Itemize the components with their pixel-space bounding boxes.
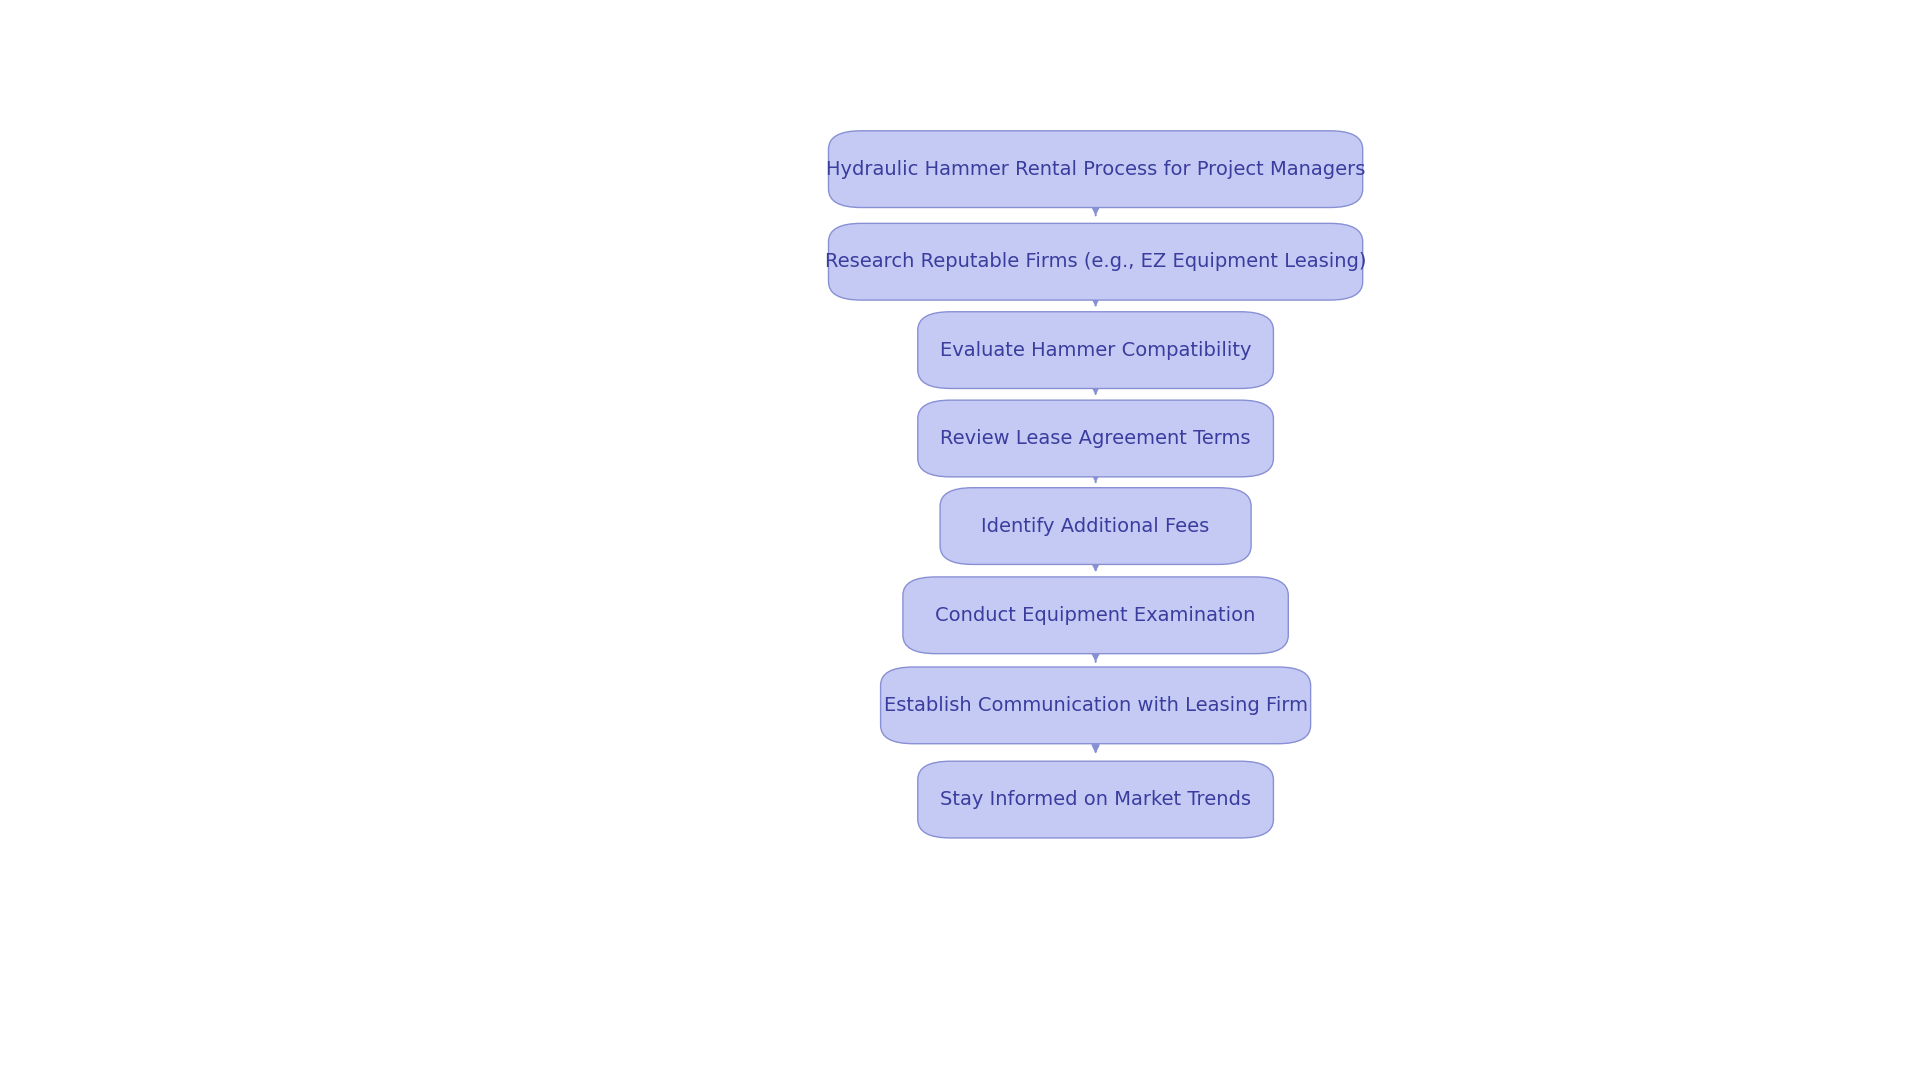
FancyBboxPatch shape — [918, 312, 1273, 389]
FancyBboxPatch shape — [829, 223, 1363, 300]
FancyBboxPatch shape — [902, 577, 1288, 654]
FancyBboxPatch shape — [918, 400, 1273, 477]
FancyBboxPatch shape — [829, 131, 1363, 208]
FancyBboxPatch shape — [941, 487, 1252, 564]
Text: Research Reputable Firms (e.g., EZ Equipment Leasing): Research Reputable Firms (e.g., EZ Equip… — [826, 252, 1367, 271]
Text: Review Lease Agreement Terms: Review Lease Agreement Terms — [941, 429, 1250, 448]
Text: Identify Additional Fees: Identify Additional Fees — [981, 517, 1210, 536]
FancyBboxPatch shape — [881, 667, 1311, 744]
Text: Establish Communication with Leasing Firm: Establish Communication with Leasing Fir… — [883, 696, 1308, 715]
Text: Stay Informed on Market Trends: Stay Informed on Market Trends — [941, 791, 1252, 809]
FancyBboxPatch shape — [918, 761, 1273, 838]
Text: Evaluate Hammer Compatibility: Evaluate Hammer Compatibility — [941, 341, 1252, 360]
Text: Conduct Equipment Examination: Conduct Equipment Examination — [935, 605, 1256, 625]
Text: Hydraulic Hammer Rental Process for Project Managers: Hydraulic Hammer Rental Process for Proj… — [826, 159, 1365, 179]
